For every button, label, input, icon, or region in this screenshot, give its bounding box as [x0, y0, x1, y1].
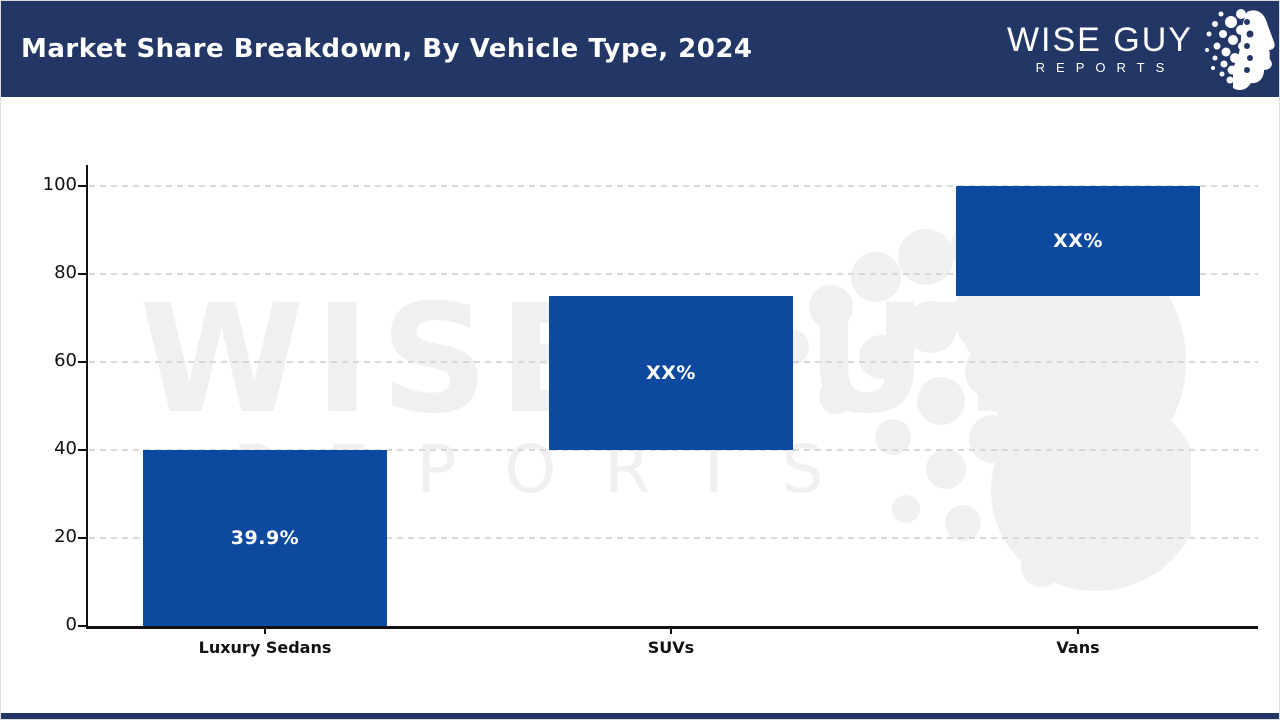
y-tick-60	[78, 361, 87, 363]
y-tick-40	[78, 449, 87, 451]
bar-vans: XX%	[956, 186, 1200, 296]
header-bar: Market Share Breakdown, By Vehicle Type,…	[1, 1, 1279, 97]
y-tick-label-100: 100	[42, 174, 77, 195]
bar-luxury-sedans: 39.9%	[143, 450, 387, 626]
gridline-100	[89, 185, 1258, 187]
brand-subtitle: REPORTS	[1035, 60, 1176, 76]
footer-bar	[1, 713, 1279, 719]
bar-value-label-suvs: XX%	[646, 362, 696, 384]
brand-logo: WISE GUY REPORTS	[1007, 5, 1275, 93]
gridline-20	[89, 537, 1258, 539]
y-tick-80	[78, 273, 87, 275]
gridline-40	[89, 449, 1258, 451]
brand-head-icon	[1205, 9, 1275, 91]
y-tick-label-0: 0	[65, 614, 77, 635]
y-tick-20	[78, 537, 87, 539]
x-tick-luxury-sedans	[264, 626, 266, 634]
y-tick-label-80: 80	[54, 262, 77, 283]
category-label-vans: Vans	[1056, 638, 1100, 657]
plot-area: 0 20 40 60 80 100 39.9% XX% XX% Luxury Sedans SU…	[1, 97, 1279, 713]
y-axis-line	[86, 165, 88, 628]
x-tick-suvs	[670, 626, 672, 634]
y-tick-label-20: 20	[54, 526, 77, 547]
bar-value-label-vans: XX%	[1053, 230, 1103, 252]
chart-title: Market Share Breakdown, By Vehicle Type,…	[21, 34, 753, 64]
category-label-luxury-sedans: Luxury Sedans	[198, 638, 332, 657]
y-tick-label-60: 60	[54, 350, 77, 371]
brand-name: WISE GUY	[1006, 20, 1193, 59]
bar-suvs: XX%	[549, 296, 793, 450]
y-tick-label-40: 40	[54, 438, 77, 459]
bar-value-label-luxury-sedans: 39.9%	[230, 527, 300, 550]
gridline-80	[89, 273, 1258, 275]
y-tick-100	[78, 185, 87, 187]
y-tick-0	[78, 625, 87, 627]
brand-logo-text: WISE GUY REPORTS	[1006, 20, 1193, 76]
category-label-suvs: SUVs	[647, 638, 695, 657]
x-axis-line	[86, 626, 1258, 629]
x-tick-vans	[1077, 626, 1079, 634]
